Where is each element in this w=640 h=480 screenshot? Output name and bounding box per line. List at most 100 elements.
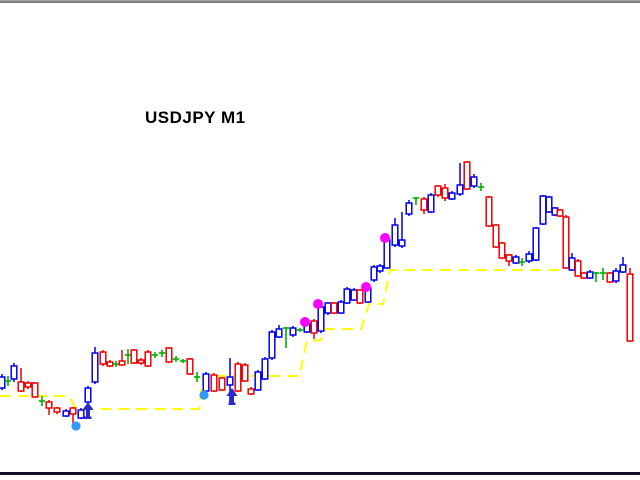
up-arrow-signal: [226, 388, 238, 405]
candle: [247, 387, 255, 395]
candle: [0, 374, 6, 390]
candle: [539, 195, 547, 225]
candle: [10, 363, 18, 382]
magenta-signal-dot: [361, 282, 371, 292]
candle: [485, 196, 493, 227]
step-line: [0, 269, 564, 410]
candle: [568, 253, 576, 271]
candle: [130, 349, 138, 364]
candle: [505, 254, 513, 266]
candle: [343, 287, 351, 304]
candle: [268, 330, 276, 360]
symbol-timeframe-label[interactable]: USDJPY M1: [145, 108, 246, 127]
candle: [498, 242, 506, 259]
candle: [310, 319, 318, 339]
candle: [31, 382, 39, 398]
candle: [518, 258, 526, 266]
candle: [562, 215, 570, 269]
candle: [261, 357, 269, 380]
candle: [165, 347, 173, 363]
candle: [356, 289, 364, 304]
candle: [391, 218, 399, 247]
candle: [492, 224, 500, 248]
candle: [626, 268, 634, 342]
candle: [477, 183, 485, 191]
up-arrow-signal: [82, 402, 94, 419]
candle: [172, 356, 180, 362]
candle: [77, 408, 85, 419]
candle: [456, 163, 464, 196]
blue-signal-dot: [71, 421, 81, 431]
candle: [106, 360, 114, 367]
candle: [69, 407, 77, 425]
candle: [612, 268, 620, 283]
candle: [124, 349, 132, 364]
candle: [545, 196, 553, 213]
candle: [234, 362, 242, 392]
candle: [62, 409, 70, 417]
candle: [463, 161, 471, 190]
candle: [289, 326, 297, 337]
candle: [370, 265, 378, 282]
candle: [45, 400, 53, 415]
candle: [118, 350, 126, 366]
candle: [4, 376, 12, 386]
candle: [434, 185, 442, 197]
candle: [574, 259, 582, 277]
candle: [556, 209, 564, 217]
candle: [38, 396, 46, 406]
candle: [24, 381, 32, 389]
candle: [241, 363, 249, 382]
candle: [441, 184, 449, 201]
candles-layer: [0, 161, 634, 425]
magenta-signal-dot: [380, 233, 390, 243]
candle: [275, 325, 283, 338]
candle: [525, 251, 533, 263]
window-top-border: [0, 0, 640, 3]
candle: [398, 212, 406, 248]
candle: [470, 174, 478, 188]
candle: [599, 268, 607, 280]
candle: [17, 368, 25, 392]
candle: [619, 257, 627, 273]
candle: [210, 373, 218, 392]
candle: [412, 197, 420, 205]
candle: [376, 264, 384, 273]
candle: [586, 270, 594, 279]
candle: [91, 347, 99, 384]
candle: [53, 407, 61, 414]
candle: [99, 350, 107, 366]
blue-signal-dot: [199, 390, 209, 400]
candle: [512, 255, 520, 264]
candle: [193, 372, 201, 382]
candle: [186, 358, 194, 375]
candle: [592, 272, 600, 282]
candle: [330, 302, 338, 314]
magenta-signal-dot: [313, 299, 323, 309]
candle: [427, 193, 435, 213]
candle: [420, 197, 428, 214]
candle: [112, 361, 120, 367]
candle: [282, 327, 290, 348]
candle: [179, 359, 187, 363]
step-line-indicator: [0, 269, 564, 410]
candle: [218, 377, 226, 391]
candle: [532, 227, 540, 261]
candle: [324, 302, 332, 315]
candle: [580, 272, 588, 279]
candle: [254, 370, 262, 391]
window-bottom-bar: [0, 472, 640, 475]
candle: [296, 328, 304, 332]
signal-markers-layer: [71, 233, 390, 431]
candle: [202, 372, 210, 392]
candle: [317, 306, 325, 333]
candle: [350, 288, 358, 301]
magenta-signal-dot: [300, 317, 310, 327]
candle: [405, 200, 413, 216]
candle: [137, 358, 145, 365]
candle: [144, 350, 152, 367]
candle: [158, 350, 166, 357]
candle: [606, 272, 614, 283]
